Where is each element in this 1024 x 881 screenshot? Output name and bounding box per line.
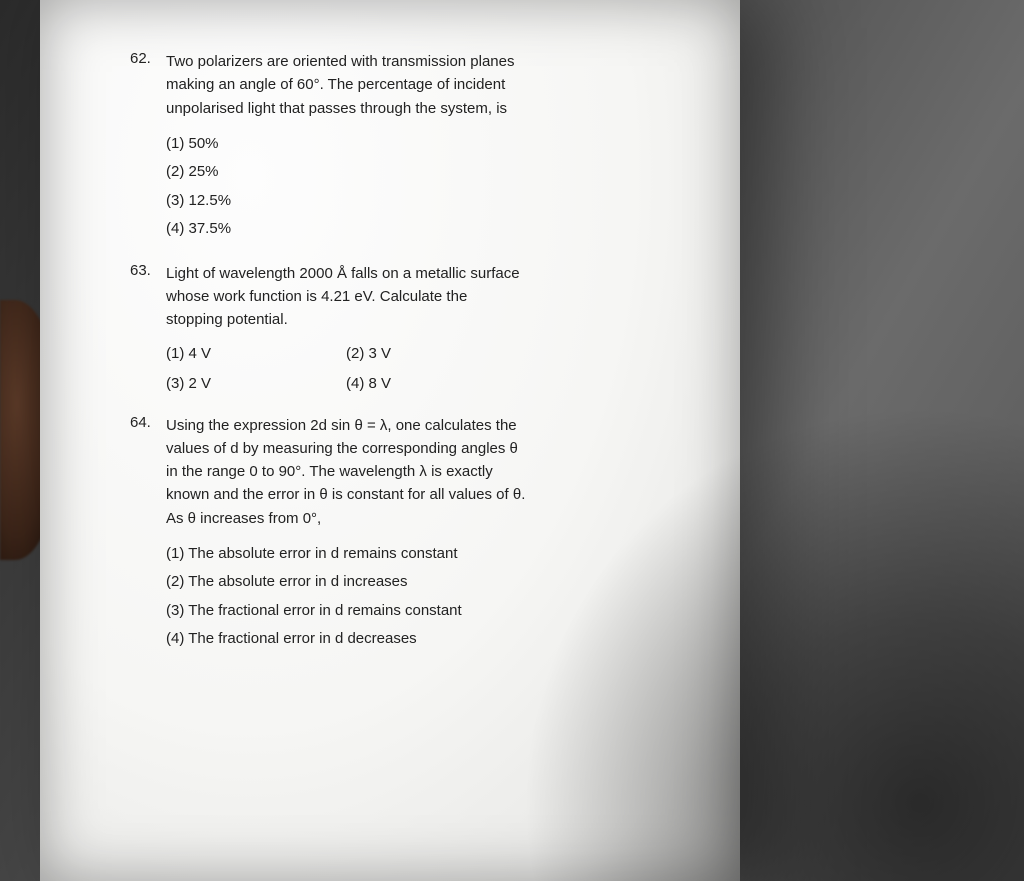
- option-3: (3) 2 V: [166, 372, 346, 396]
- question-64: 64. Using the expression 2d sin θ = λ, o…: [130, 414, 680, 654]
- option-3: (3) 12.5%: [166, 187, 680, 216]
- option-4: (4) The fractional error in d decreases: [166, 625, 680, 654]
- question-stem: Light of wavelength 2000 Å falls on a me…: [166, 262, 526, 332]
- exam-paper: 62. Two polarizers are oriented with tra…: [40, 0, 740, 881]
- option-1: (1) 50%: [166, 130, 680, 159]
- photo-frame: 62. Two polarizers are oriented with tra…: [0, 0, 1024, 881]
- question-number: 63.: [130, 262, 166, 279]
- option-1: (1) The absolute error in d remains cons…: [166, 540, 680, 569]
- option-3: (3) The fractional error in d remains co…: [166, 597, 680, 626]
- question-row: 62. Two polarizers are oriented with tra…: [130, 50, 680, 120]
- question-63: 63. Light of wavelength 2000 Å falls on …: [130, 262, 680, 396]
- option-4: (4) 8 V: [346, 372, 526, 396]
- question-stem: Using the expression 2d sin θ = λ, one c…: [166, 414, 526, 530]
- options-list: (1) The absolute error in d remains cons…: [166, 540, 680, 654]
- option-2: (2) 3 V: [346, 342, 526, 366]
- question-stem: Two polarizers are oriented with transmi…: [166, 50, 526, 120]
- option-4: (4) 37.5%: [166, 215, 680, 244]
- option-2: (2) The absolute error in d increases: [166, 568, 680, 597]
- question-row: 63. Light of wavelength 2000 Å falls on …: [130, 262, 680, 332]
- options-list: (1) 4 V (2) 3 V (3) 2 V (4) 8 V: [166, 342, 680, 396]
- question-row: 64. Using the expression 2d sin θ = λ, o…: [130, 414, 680, 530]
- question-number: 62.: [130, 50, 166, 67]
- options-list: (1) 50% (2) 25% (3) 12.5% (4) 37.5%: [166, 130, 680, 244]
- option-1: (1) 4 V: [166, 342, 346, 366]
- option-2: (2) 25%: [166, 158, 680, 187]
- question-62: 62. Two polarizers are oriented with tra…: [130, 50, 680, 244]
- question-number: 64.: [130, 414, 166, 431]
